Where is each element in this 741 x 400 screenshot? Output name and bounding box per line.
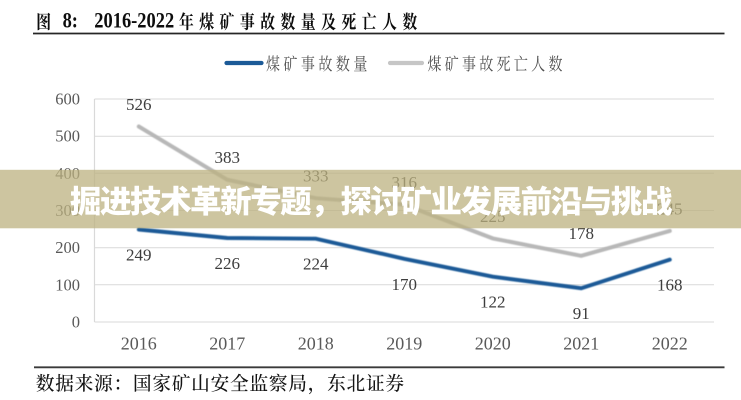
svg-text:600: 600	[55, 90, 80, 109]
svg-text:2018: 2018	[298, 334, 334, 354]
svg-text:170: 170	[391, 275, 417, 294]
svg-text:2019: 2019	[386, 334, 422, 354]
svg-text:8:: 8:	[63, 9, 78, 33]
svg-text:200: 200	[55, 238, 80, 257]
svg-text:224: 224	[303, 255, 329, 274]
svg-text:2021: 2021	[563, 334, 599, 354]
svg-text:2017: 2017	[209, 334, 245, 354]
svg-text:383: 383	[214, 148, 240, 167]
svg-text:526: 526	[126, 95, 152, 114]
svg-text:2020: 2020	[475, 334, 511, 354]
svg-text:2022: 2022	[652, 334, 688, 354]
svg-text:168: 168	[657, 276, 683, 295]
svg-text:178: 178	[568, 224, 594, 243]
svg-text:226: 226	[214, 254, 240, 273]
svg-text:91: 91	[573, 304, 590, 323]
svg-text:122: 122	[480, 293, 506, 312]
svg-text:500: 500	[55, 127, 80, 146]
svg-text:2016: 2016	[121, 334, 157, 354]
svg-text:2016-2022: 2016-2022	[94, 9, 174, 33]
svg-text:0: 0	[72, 313, 80, 332]
svg-text:100: 100	[55, 275, 80, 294]
svg-text:249: 249	[126, 246, 152, 265]
